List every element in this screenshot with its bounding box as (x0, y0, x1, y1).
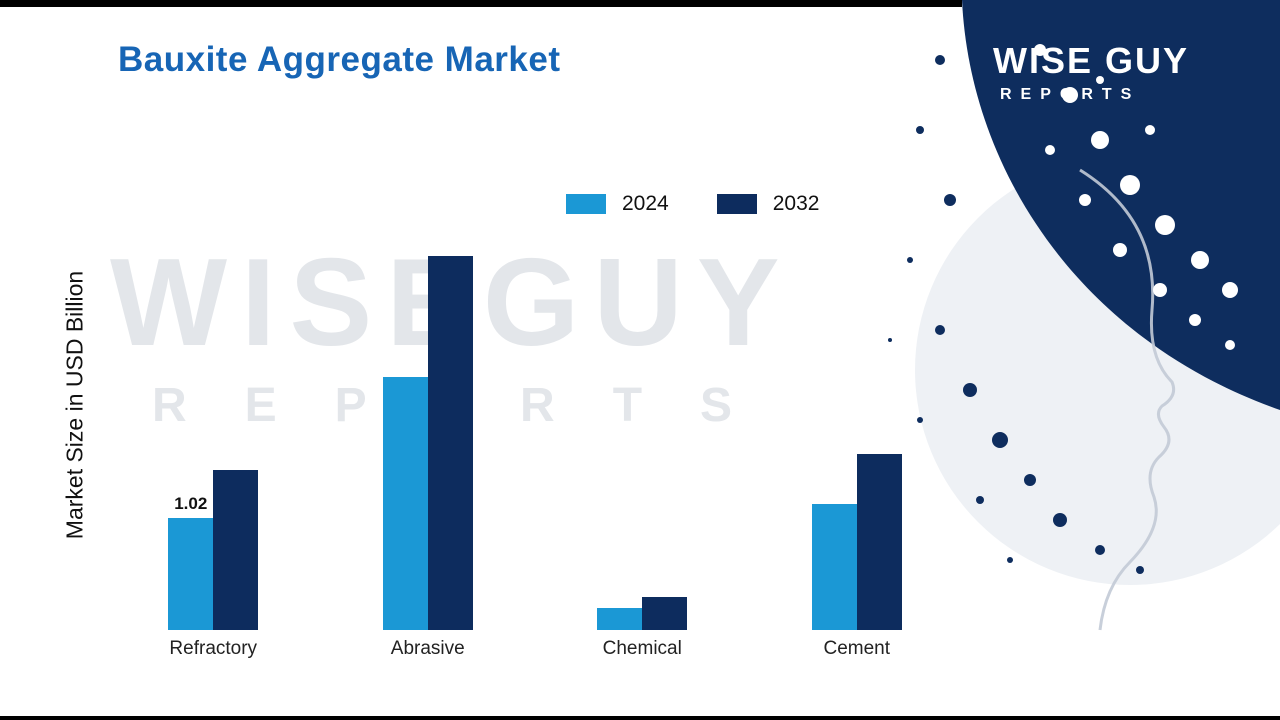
logo-reports-text: REPORTS (1000, 86, 1141, 103)
bar-col-chemical-2032 (642, 597, 688, 630)
navy-dot-pattern (888, 55, 1144, 574)
bar-group-cement: Cement (750, 45, 965, 665)
logo-wiseguy-text: WISE GUY (993, 40, 1190, 81)
category-label-cement: Cement (823, 638, 891, 659)
chart-plot: 1.02 Refractory Abrasive Chemical Cement (106, 45, 964, 665)
bar-chemical-2024 (597, 608, 643, 630)
category-label-chemical: Chemical (602, 638, 682, 659)
face-profile-line (1079, 168, 1176, 631)
bar-col-refractory-2024: 1.02 (168, 494, 214, 630)
category-label-abrasive: Abrasive (390, 638, 465, 659)
bar-group-refractory: 1.02 Refractory (106, 45, 321, 665)
legend: 2024 2032 (566, 192, 819, 216)
bar-cement-2024 (811, 504, 857, 630)
legend-swatch-2032 (716, 194, 757, 214)
bar-col-abrasive-2024 (382, 377, 428, 630)
bar-col-abrasive-2032 (427, 256, 473, 630)
legend-item-2024: 2024 (566, 192, 669, 216)
wiseguy-logo-block: WISE GUY REPORTS (800, 0, 1280, 660)
bars-cement (811, 454, 902, 630)
bar-cement-2032 (856, 454, 902, 630)
bar-refractory-2024 (168, 518, 214, 630)
bar-refractory-2032 (213, 470, 259, 630)
bar-group-chemical: Chemical (535, 45, 750, 665)
legend-swatch-2024 (566, 194, 606, 214)
legend-label-2032: 2032 (772, 192, 820, 215)
y-axis-label: Market Size in USD Billion (61, 270, 88, 540)
legend-label-2024: 2024 (622, 192, 669, 215)
bottom-border-line (0, 716, 1280, 720)
bar-col-chemical-2024 (597, 608, 643, 630)
bar-col-cement-2032 (856, 454, 902, 630)
bar-abrasive-2024 (382, 377, 428, 630)
legend-item-2032: 2032 (716, 192, 820, 216)
category-label-refractory: Refractory (169, 638, 258, 659)
bars-refractory: 1.02 (168, 470, 259, 630)
bar-col-cement-2024 (811, 504, 857, 630)
bar-chemical-2032 (642, 597, 688, 630)
bars-chemical (597, 597, 688, 630)
logo-graphic (888, 0, 1280, 631)
white-dot-pattern (1034, 44, 1238, 350)
bar-abrasive-2032 (427, 256, 473, 630)
bar-col-refractory-2032 (213, 470, 259, 630)
bars-abrasive (382, 256, 473, 630)
page-title: Bauxite Aggregate Market (118, 40, 561, 79)
bar-group-abrasive: Abrasive (321, 45, 536, 665)
top-border-line (0, 0, 962, 7)
bar-value-label-refractory: 1.02 (174, 494, 208, 513)
